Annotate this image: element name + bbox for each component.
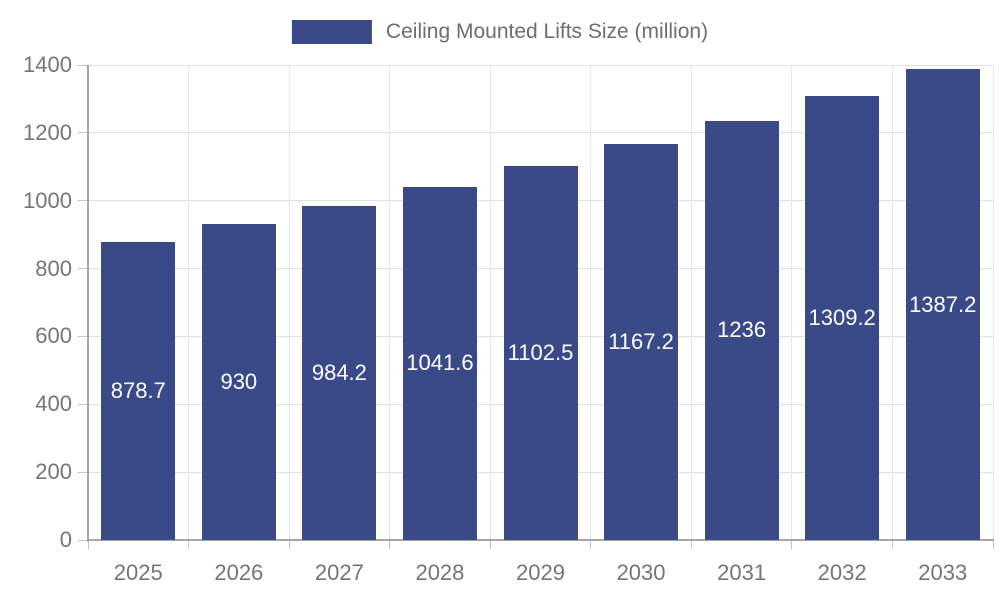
bar-value-label: 878.7: [110, 377, 166, 403]
y-axis-tick: [78, 200, 88, 202]
grid-line-vertical: [791, 65, 793, 540]
y-tick-label: 200: [35, 459, 72, 485]
bar-value-label: 1309.2: [808, 304, 876, 330]
y-tick-label: 1400: [23, 52, 72, 77]
bar: [402, 186, 477, 540]
x-axis-tick: [891, 540, 893, 549]
x-axis-line: [87, 539, 994, 541]
grid-line-vertical: [992, 65, 994, 540]
grid-line-horizontal: [88, 132, 993, 134]
bar: [604, 143, 679, 540]
grid-line-vertical: [690, 65, 692, 540]
bar-value-label: 1387.2: [909, 291, 977, 317]
y-tick-label: 0: [59, 527, 72, 552]
x-tick-label: 2027: [314, 560, 364, 585]
y-tick-label: 1000: [23, 187, 72, 213]
x-axis-tick: [288, 540, 290, 549]
y-tick-label: 1200: [23, 119, 72, 145]
x-tick-label: 2029: [516, 560, 565, 585]
bar-value-label: 1041.6: [406, 350, 474, 376]
bar-value-label: 984.2: [311, 360, 367, 386]
bar: [805, 95, 880, 540]
grid-line-horizontal: [88, 64, 993, 66]
x-axis-tick: [590, 540, 592, 549]
x-axis-tick: [489, 540, 491, 549]
x-axis-tick: [389, 540, 391, 549]
x-axis-tick: [791, 540, 793, 549]
bar: [101, 241, 176, 540]
bar-value-label: 1167.2: [608, 328, 674, 354]
y-axis-tick: [78, 539, 88, 541]
y-axis-tick: [78, 132, 88, 134]
legend-label: Ceiling Mounted Lifts Size (million): [385, 20, 709, 43]
grid-line-vertical: [188, 65, 190, 540]
bar-value-label: 930: [220, 369, 258, 395]
x-tick-label: 2032: [817, 560, 867, 585]
bar: [201, 224, 276, 540]
x-tick-label: 2025: [113, 560, 163, 585]
y-axis-tick: [78, 403, 88, 405]
x-tick-label: 2026: [214, 560, 264, 585]
grid-line-vertical: [891, 65, 893, 540]
x-tick-label: 2033: [918, 560, 968, 585]
grid-line-vertical: [288, 65, 290, 540]
y-axis-line: [87, 65, 89, 542]
y-axis-tick: [78, 335, 88, 337]
grid-line-vertical: [489, 65, 491, 540]
x-axis-tick: [87, 540, 89, 549]
grid-line-vertical: [389, 65, 391, 540]
legend-swatch: [291, 20, 372, 44]
bar: [302, 206, 377, 540]
x-axis-tick: [188, 540, 190, 549]
y-tick-label: 400: [35, 391, 72, 417]
grid-line-vertical: [590, 65, 592, 540]
x-tick-label: 2028: [415, 560, 465, 585]
x-tick-label: 2030: [616, 560, 666, 585]
legend-item[interactable]: Ceiling Mounted Lifts Size (million): [291, 20, 709, 44]
bar: [704, 120, 779, 540]
x-tick-label: 2031: [717, 560, 767, 585]
y-axis-tick: [78, 64, 88, 66]
x-axis-tick: [690, 540, 692, 549]
bar: [503, 165, 578, 540]
bar-value-label: 1236: [717, 317, 767, 343]
bar: [905, 69, 980, 540]
y-tick-label: 800: [35, 255, 72, 281]
y-axis-tick: [78, 268, 88, 270]
x-axis-tick: [992, 540, 994, 549]
y-tick-label: 600: [35, 323, 72, 349]
bar-value-label: 1102.5: [507, 339, 574, 365]
y-axis-tick: [78, 471, 88, 473]
